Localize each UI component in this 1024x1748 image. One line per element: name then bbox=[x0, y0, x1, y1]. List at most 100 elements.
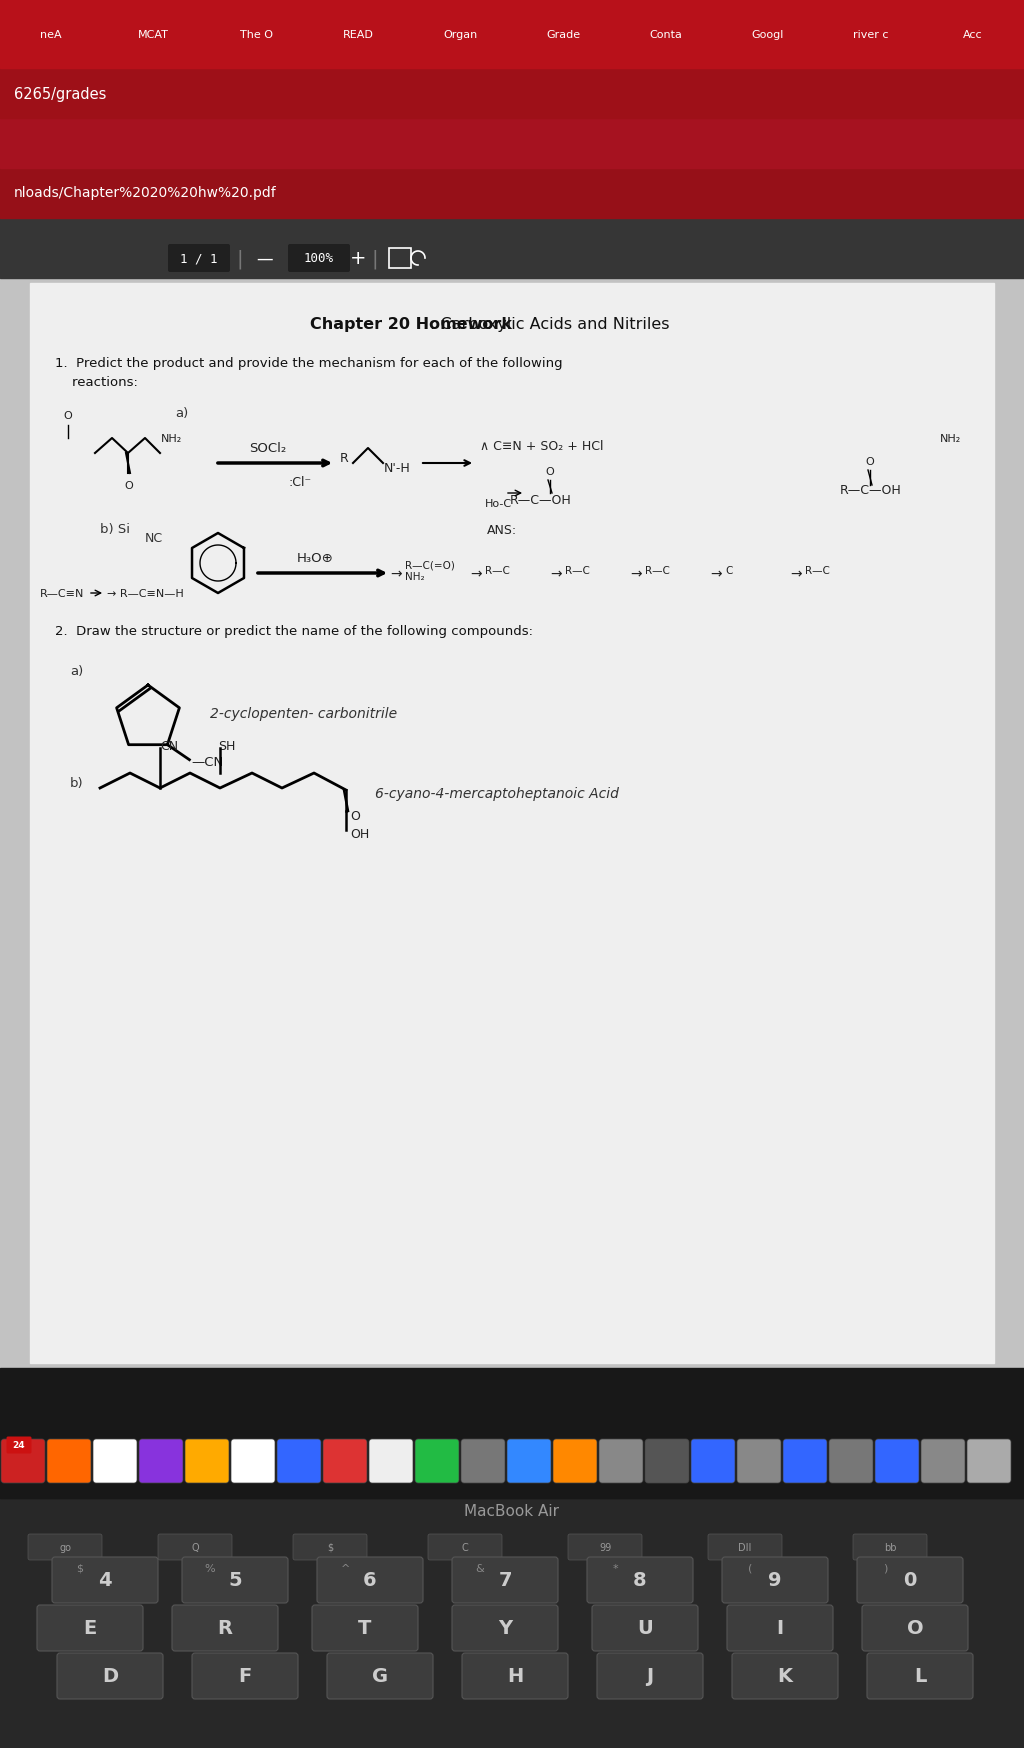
FancyBboxPatch shape bbox=[452, 1605, 558, 1652]
FancyBboxPatch shape bbox=[369, 1439, 413, 1482]
Text: H: H bbox=[507, 1666, 523, 1685]
Text: reactions:: reactions: bbox=[55, 376, 138, 390]
Text: 6: 6 bbox=[364, 1571, 377, 1589]
FancyBboxPatch shape bbox=[967, 1439, 1011, 1482]
Text: nloads/Chapter%2020%20hw%20.pdf: nloads/Chapter%2020%20hw%20.pdf bbox=[14, 185, 276, 199]
Text: H₃O⊕: H₃O⊕ bbox=[297, 552, 334, 565]
FancyBboxPatch shape bbox=[732, 1654, 838, 1699]
FancyBboxPatch shape bbox=[327, 1654, 433, 1699]
Text: U: U bbox=[637, 1619, 653, 1638]
Text: Googl: Googl bbox=[752, 30, 784, 40]
Text: 4: 4 bbox=[98, 1571, 112, 1589]
Text: DII: DII bbox=[738, 1542, 752, 1552]
Text: %: % bbox=[205, 1563, 215, 1573]
Text: R—C(=O)
NH₂: R—C(=O) NH₂ bbox=[406, 559, 455, 582]
FancyBboxPatch shape bbox=[193, 1654, 298, 1699]
Bar bbox=[0, 1369, 1024, 1498]
FancyBboxPatch shape bbox=[722, 1557, 828, 1603]
Text: Chapter 20 Homework: Chapter 20 Homework bbox=[310, 316, 512, 332]
FancyBboxPatch shape bbox=[452, 1557, 558, 1603]
Text: ∧ C≡N + SO₂ + HCl: ∧ C≡N + SO₂ + HCl bbox=[480, 440, 603, 453]
FancyBboxPatch shape bbox=[737, 1439, 781, 1482]
FancyBboxPatch shape bbox=[93, 1439, 137, 1482]
FancyBboxPatch shape bbox=[317, 1557, 423, 1603]
Text: Ho-C: Ho-C bbox=[485, 498, 512, 509]
Text: READ: READ bbox=[343, 30, 374, 40]
Text: C: C bbox=[462, 1542, 468, 1552]
Text: Organ: Organ bbox=[443, 30, 478, 40]
Text: NC: NC bbox=[145, 531, 163, 545]
Text: Conta: Conta bbox=[649, 30, 682, 40]
FancyBboxPatch shape bbox=[172, 1605, 278, 1652]
Bar bbox=[0, 1369, 1024, 1498]
Text: T: T bbox=[358, 1619, 372, 1638]
Text: ^: ^ bbox=[340, 1563, 349, 1573]
Bar bbox=[0, 0, 1024, 68]
Text: I: I bbox=[776, 1619, 783, 1638]
Text: —: — bbox=[257, 250, 273, 267]
Text: →: → bbox=[390, 566, 401, 580]
Text: CN: CN bbox=[160, 739, 178, 753]
Text: : Carboxylic Acids and Nitriles: : Carboxylic Acids and Nitriles bbox=[430, 316, 670, 332]
FancyBboxPatch shape bbox=[1, 1439, 45, 1482]
FancyBboxPatch shape bbox=[428, 1535, 502, 1561]
Bar bbox=[0, 68, 1024, 119]
Text: 1.  Predict the product and provide the mechanism for each of the following: 1. Predict the product and provide the m… bbox=[55, 357, 562, 371]
FancyBboxPatch shape bbox=[708, 1535, 782, 1561]
Text: b): b) bbox=[70, 778, 84, 790]
FancyBboxPatch shape bbox=[461, 1439, 505, 1482]
FancyBboxPatch shape bbox=[168, 245, 230, 273]
FancyBboxPatch shape bbox=[6, 1437, 32, 1454]
Text: a): a) bbox=[175, 407, 188, 420]
FancyBboxPatch shape bbox=[47, 1439, 91, 1482]
Text: OH: OH bbox=[350, 829, 370, 841]
Text: :Cl⁻: :Cl⁻ bbox=[289, 475, 311, 488]
Text: 2.  Draw the structure or predict the name of the following compounds:: 2. Draw the structure or predict the nam… bbox=[55, 624, 534, 636]
Text: SOCl₂: SOCl₂ bbox=[250, 442, 287, 454]
Text: L: L bbox=[913, 1666, 926, 1685]
FancyBboxPatch shape bbox=[691, 1439, 735, 1482]
Text: K: K bbox=[777, 1666, 793, 1685]
FancyBboxPatch shape bbox=[862, 1605, 968, 1652]
FancyBboxPatch shape bbox=[874, 1439, 919, 1482]
FancyBboxPatch shape bbox=[553, 1439, 597, 1482]
FancyBboxPatch shape bbox=[783, 1439, 827, 1482]
FancyBboxPatch shape bbox=[867, 1654, 973, 1699]
FancyBboxPatch shape bbox=[278, 1439, 321, 1482]
Text: 9: 9 bbox=[768, 1571, 781, 1589]
FancyBboxPatch shape bbox=[415, 1439, 459, 1482]
Text: → R—C≡N—H: → R—C≡N—H bbox=[106, 589, 183, 598]
Text: *: * bbox=[612, 1563, 617, 1573]
Text: G: G bbox=[372, 1666, 388, 1685]
Text: NH₂: NH₂ bbox=[161, 434, 182, 444]
Text: R—C: R—C bbox=[485, 566, 510, 575]
Text: →: → bbox=[630, 566, 642, 580]
Text: Grade: Grade bbox=[546, 30, 581, 40]
Text: C: C bbox=[725, 566, 732, 575]
Text: →: → bbox=[790, 566, 802, 580]
Bar bbox=[0, 1498, 1024, 1748]
Text: |: | bbox=[237, 250, 244, 269]
FancyBboxPatch shape bbox=[57, 1654, 163, 1699]
Text: R: R bbox=[217, 1619, 232, 1638]
Text: →: → bbox=[710, 566, 722, 580]
Text: $: $ bbox=[77, 1563, 84, 1573]
Text: 24: 24 bbox=[12, 1440, 26, 1449]
FancyBboxPatch shape bbox=[28, 1535, 102, 1561]
Text: R—C: R—C bbox=[645, 566, 670, 575]
FancyBboxPatch shape bbox=[293, 1535, 367, 1561]
Text: O: O bbox=[63, 411, 73, 421]
FancyBboxPatch shape bbox=[587, 1557, 693, 1603]
Text: The O: The O bbox=[240, 30, 272, 40]
Text: E: E bbox=[83, 1619, 96, 1638]
Text: 2-cyclopenten- carbonitrile: 2-cyclopenten- carbonitrile bbox=[210, 706, 397, 720]
FancyBboxPatch shape bbox=[857, 1557, 963, 1603]
Bar bbox=[0, 280, 1024, 1369]
Text: Q: Q bbox=[191, 1542, 199, 1552]
Text: O: O bbox=[125, 481, 133, 491]
FancyBboxPatch shape bbox=[727, 1605, 833, 1652]
Text: —CN: —CN bbox=[191, 755, 223, 769]
Text: 5: 5 bbox=[228, 1571, 242, 1589]
FancyBboxPatch shape bbox=[853, 1535, 927, 1561]
FancyBboxPatch shape bbox=[288, 245, 350, 273]
